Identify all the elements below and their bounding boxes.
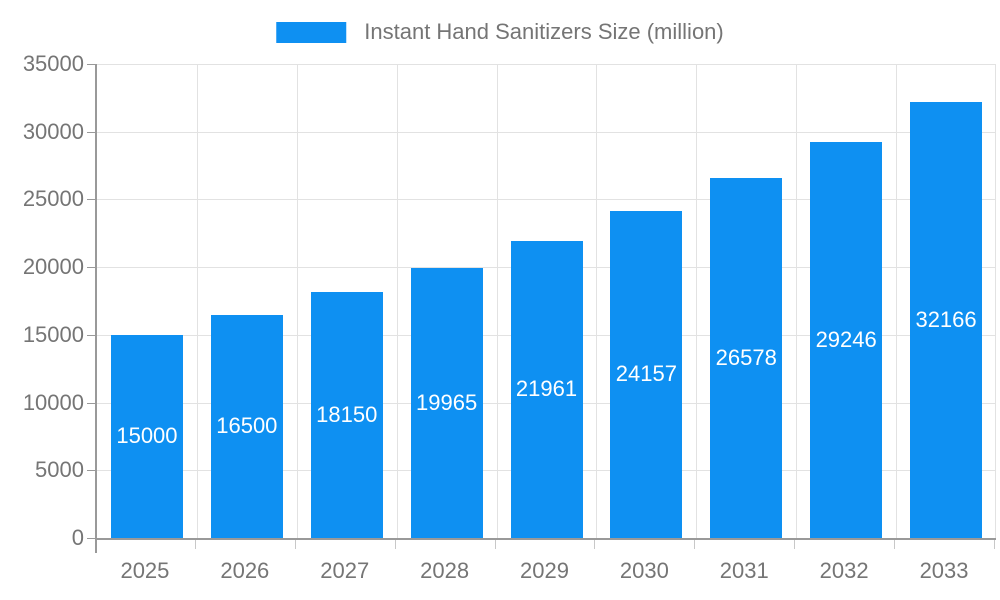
x-tick-mark: [694, 540, 696, 549]
legend-label: Instant Hand Sanitizers Size (million): [364, 19, 724, 44]
x-tick-mark: [394, 540, 396, 549]
bar-2030[interactable]: 24157: [610, 210, 683, 538]
y-tick-mark: [87, 334, 95, 336]
bar-2025[interactable]: 15000: [110, 334, 183, 538]
plot-area: 15000 16500 18150 19965 21961 24157 26578 29246…: [95, 64, 996, 540]
bar-2027[interactable]: 18150: [310, 292, 383, 538]
y-tick-mark: [87, 131, 95, 133]
bar-value-label: 29246: [815, 326, 877, 352]
y-tick-mark: [87, 64, 95, 65]
bar-2028[interactable]: 19965: [410, 267, 483, 538]
y-axis-label: 5000: [35, 457, 84, 483]
x-tick-mark: [594, 540, 596, 549]
y-gridline: [97, 64, 996, 65]
y-axis-label: 25000: [22, 186, 84, 212]
x-axis-label-2032: 2032: [819, 558, 869, 583]
x-axis-label-2028: 2028: [420, 558, 470, 583]
bar-value-label: 32166: [915, 307, 977, 333]
y-gridline: [97, 199, 996, 201]
x-tick-mark: [494, 540, 496, 549]
y-axis-label: 30000: [22, 118, 84, 144]
bar-value-label: 26578: [715, 345, 777, 371]
bar-value-label: 15000: [116, 423, 178, 449]
x-tick-mark: [794, 540, 796, 549]
bar-value-label: 21961: [515, 376, 578, 402]
legend-swatch: [276, 21, 347, 43]
bar-2029[interactable]: 21961: [510, 240, 583, 538]
x-axis-label-2029: 2029: [520, 558, 569, 583]
x-axis-label-2025: 2025: [120, 558, 170, 583]
x-tick-mark: [994, 540, 995, 549]
x-gridline: [896, 64, 898, 538]
x-gridline: [196, 64, 198, 538]
x-axis-label-2026: 2026: [220, 558, 270, 583]
bar-value-label: 16500: [216, 413, 278, 439]
x-tick-mark: [95, 540, 97, 553]
y-tick-mark: [87, 538, 95, 539]
y-tick-mark: [87, 267, 95, 269]
x-tick-mark: [894, 540, 896, 549]
y-tick-mark: [87, 402, 95, 404]
x-gridline: [796, 64, 798, 538]
bar-value-label: 19965: [416, 389, 478, 415]
y-axis-label: 15000: [22, 321, 84, 347]
bar-value-label: 18150: [316, 402, 378, 428]
bar-2031[interactable]: 26578: [710, 178, 783, 538]
x-axis-label-2031: 2031: [719, 558, 769, 583]
x-gridline: [396, 64, 398, 538]
y-axis-label: 20000: [22, 254, 84, 280]
bar-2026[interactable]: 16500: [210, 314, 283, 538]
y-axis-label: 0: [71, 525, 84, 550]
x-tick-mark: [294, 540, 296, 549]
x-gridline: [995, 64, 996, 538]
bar-2032[interactable]: 29246: [810, 141, 883, 538]
x-axis-label-2033: 2033: [919, 558, 969, 583]
y-tick-mark: [87, 470, 95, 472]
y-gridline: [97, 131, 996, 133]
x-gridline: [596, 64, 598, 538]
y-tick-mark: [87, 199, 95, 201]
x-axis-label-2030: 2030: [619, 558, 669, 583]
bar-value-label: 24157: [615, 361, 677, 387]
x-gridline: [696, 64, 698, 538]
x-gridline: [496, 64, 498, 538]
x-tick-mark: [194, 540, 196, 549]
x-gridline: [296, 64, 298, 538]
legend[interactable]: Instant Hand Sanitizers Size (million): [276, 19, 724, 45]
x-axis-label-2027: 2027: [320, 558, 370, 583]
y-axis-label: 10000: [22, 389, 84, 415]
y-axis-label: 35000: [22, 51, 84, 76]
bar-2033[interactable]: 32166: [910, 102, 983, 538]
